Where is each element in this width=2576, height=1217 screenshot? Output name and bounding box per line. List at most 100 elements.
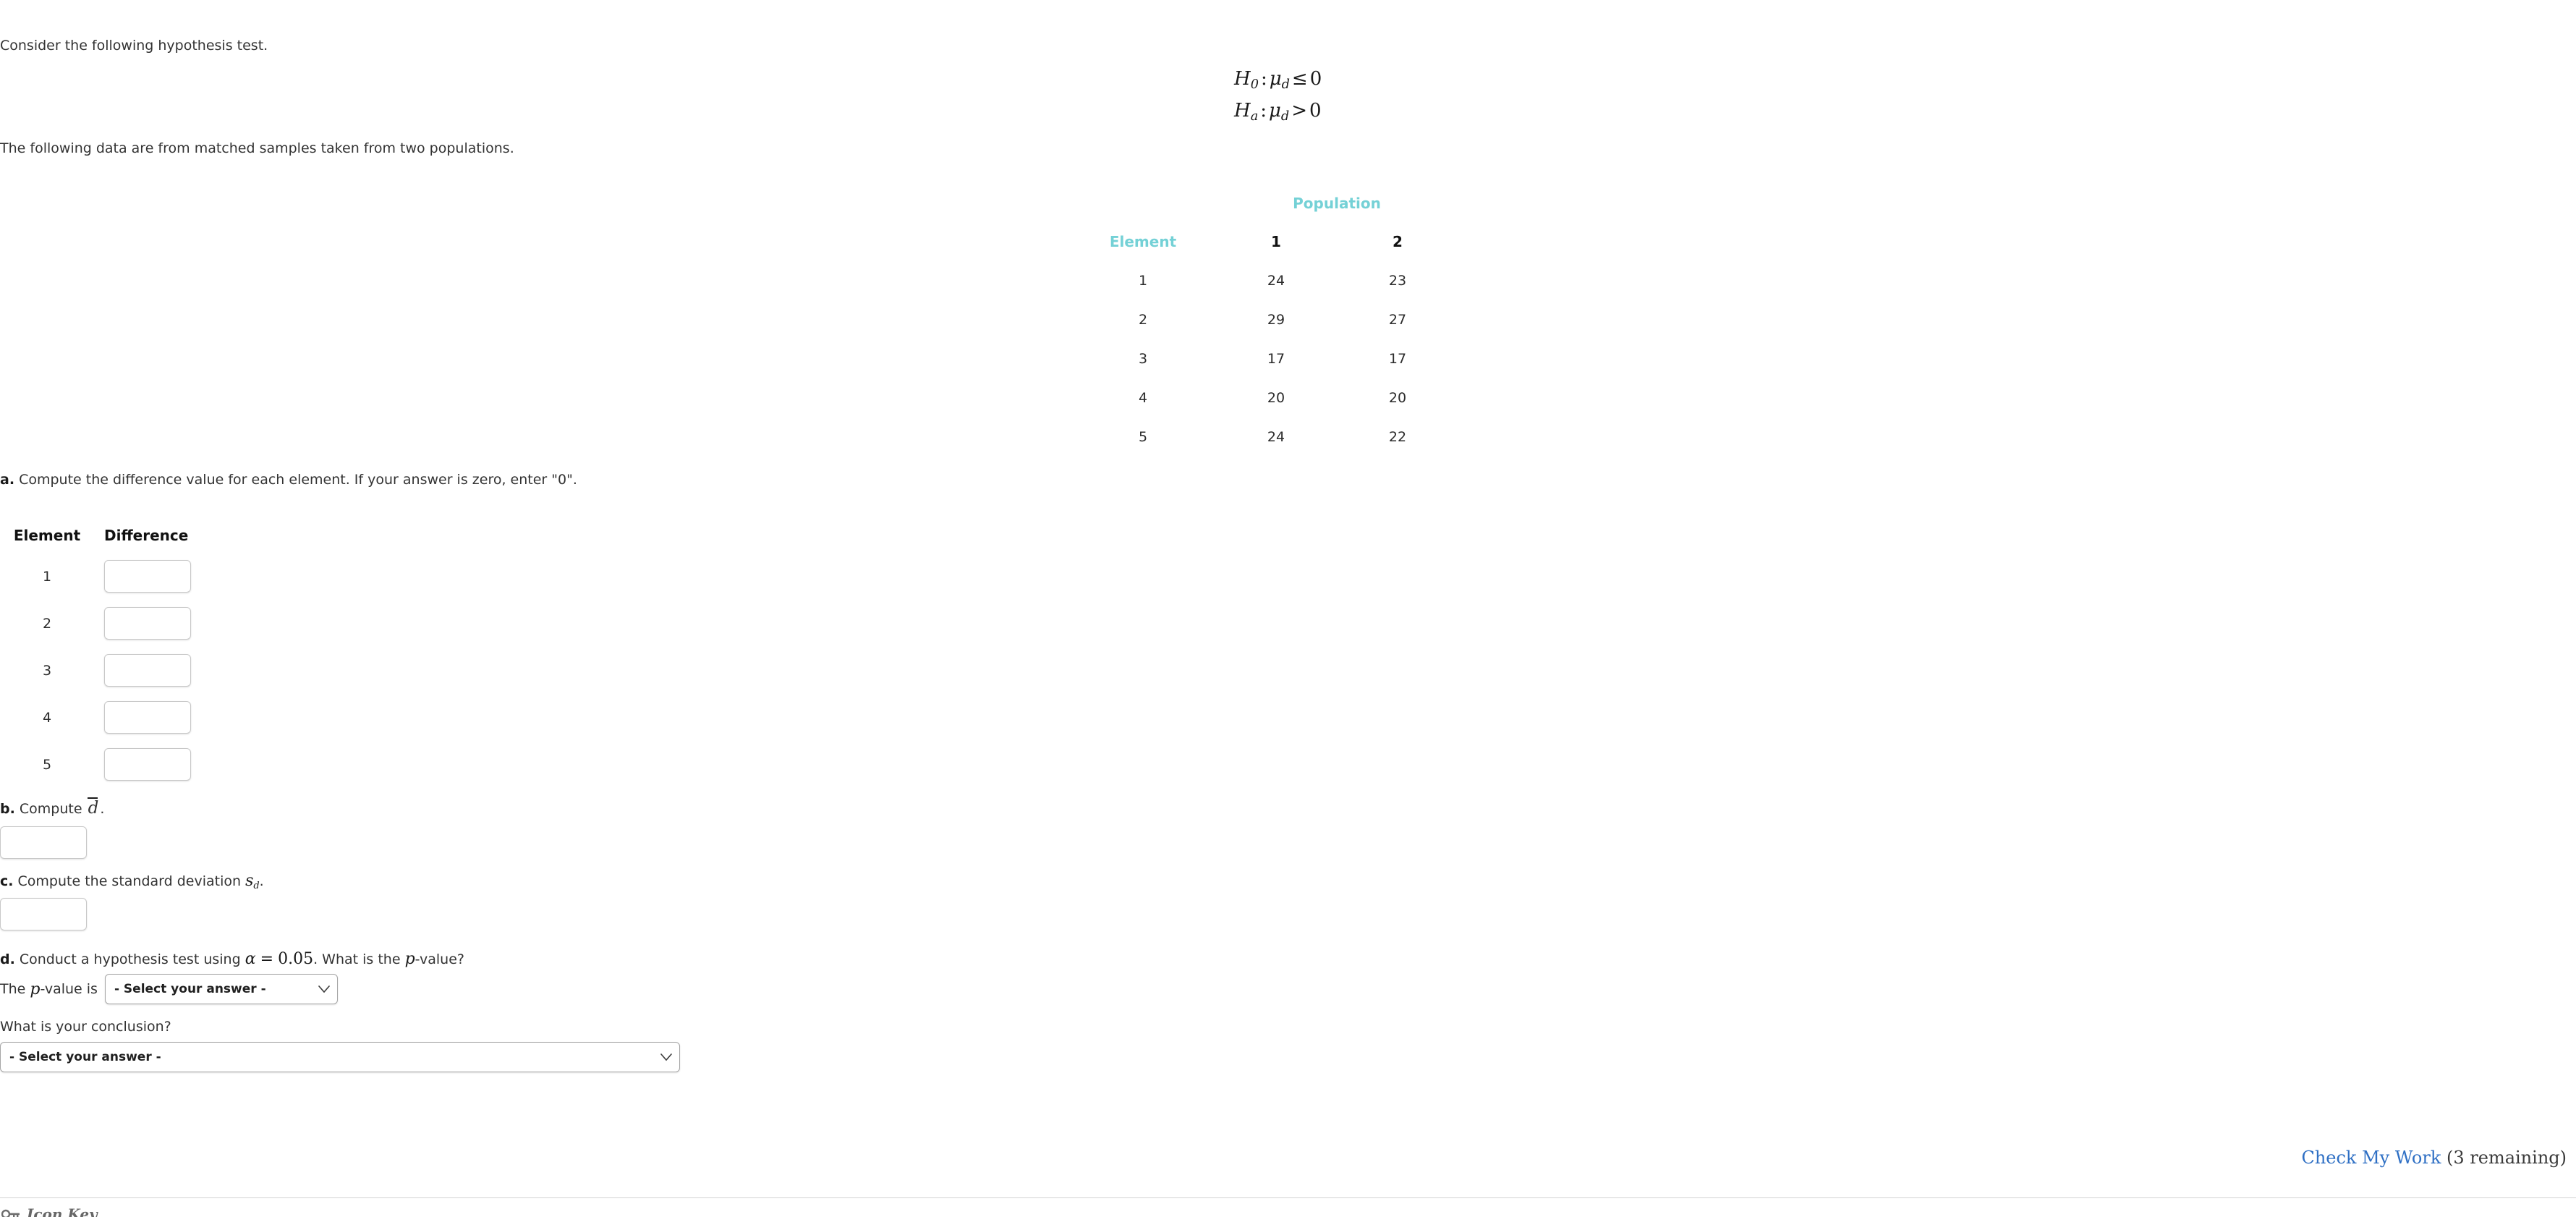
- part-c-text: Compute the standard deviation: [17, 873, 242, 889]
- p-value-select[interactable]: - Select your answer -: [104, 974, 338, 1004]
- part-b-label: b.: [0, 801, 15, 817]
- h-symbol-alt: H: [1234, 99, 1251, 122]
- element-column-header: Element: [1109, 233, 1177, 250]
- row-element: 3: [1138, 351, 1148, 367]
- h-symbol-null: H: [1234, 68, 1251, 90]
- icon-key-row[interactable]: Icon Key: [1, 1205, 98, 1217]
- row-pop2: 22: [1388, 429, 1407, 445]
- row-input-cell: [94, 647, 210, 694]
- colon-alt: :: [1260, 99, 1267, 122]
- mu-sub-null: d: [1281, 77, 1290, 92]
- row-element: 3: [42, 662, 52, 679]
- table-row: 5 24 22: [1071, 417, 1458, 457]
- key-icon: [1, 1208, 20, 1217]
- row-input-cell: [94, 741, 210, 788]
- row-pop2: 27: [1388, 312, 1407, 328]
- table-header-row: Element 1 2: [1071, 222, 1458, 261]
- row-pop1: 20: [1267, 390, 1285, 406]
- difference-input-2[interactable]: [104, 607, 191, 640]
- difference-input-5[interactable]: [104, 748, 191, 781]
- table-group-header-row: Population: [1071, 185, 1458, 222]
- part-b-input-wrap: [0, 826, 87, 859]
- operator-null: ≤: [1291, 68, 1308, 90]
- row-pop1: 29: [1267, 312, 1285, 328]
- p-value-suffix: -value is: [40, 981, 98, 997]
- row-element: 5: [1138, 429, 1148, 445]
- table-row: 4 20 20: [1071, 378, 1458, 417]
- row-element: 4: [42, 709, 52, 726]
- part-a-label: a.: [0, 472, 15, 488]
- row-pop2: 20: [1388, 390, 1407, 406]
- pop2-column-header: 2: [1393, 233, 1403, 250]
- difference-input-1[interactable]: [104, 560, 191, 593]
- value-alt: 0: [1309, 99, 1322, 122]
- part-d-text-end: -value?: [415, 951, 464, 967]
- standard-deviation-input[interactable]: [0, 898, 87, 930]
- table-row: 2 29 27: [1071, 300, 1458, 339]
- row-element: 2: [42, 615, 52, 632]
- difference-value-header: Difference: [104, 527, 189, 544]
- row-pop1: 24: [1267, 273, 1285, 289]
- s-subscript-d: d: [253, 880, 260, 891]
- difference-input-4[interactable]: [104, 701, 191, 734]
- difference-input-3[interactable]: [104, 654, 191, 687]
- check-my-work-row: Check My Work (3 remaining): [0, 1148, 2567, 1168]
- null-hypothesis: H0: μd ≤0: [1234, 64, 1322, 96]
- table-row: 4: [0, 694, 210, 741]
- mu-alt: μ: [1269, 99, 1281, 122]
- value-null: 0: [1309, 68, 1322, 90]
- part-c-input-wrap: [0, 898, 87, 930]
- hypothesis-math-block: H0: μd ≤0 Ha: μd >0: [1234, 64, 1322, 127]
- row-input-cell: [94, 694, 210, 741]
- row-element: 4: [1138, 390, 1148, 406]
- alpha-symbol: α: [245, 950, 256, 968]
- row-input-cell: [94, 600, 210, 647]
- row-element: 1: [42, 568, 52, 585]
- table-row: 5: [0, 741, 210, 788]
- alpha-equals: =: [260, 950, 274, 968]
- chevron-down-icon: [660, 1053, 672, 1061]
- part-b-text: Compute: [19, 801, 82, 817]
- colon-null: :: [1260, 68, 1267, 90]
- intro-line-1: Consider the following hypothesis test.: [0, 38, 268, 54]
- row-pop1: 24: [1267, 429, 1285, 445]
- part-b-prompt: b. Compute d.: [0, 797, 104, 818]
- table-row: 3 17 17: [1071, 339, 1458, 378]
- d-bar-symbol: d: [87, 797, 99, 818]
- part-d-text-after: . What is the: [313, 951, 401, 967]
- attempts-remaining: (3 remaining): [2447, 1148, 2567, 1168]
- difference-element-header: Element: [13, 527, 81, 544]
- icon-key-label: Icon Key: [27, 1205, 98, 1217]
- part-c-prompt: c. Compute the standard deviation sd.: [0, 872, 264, 891]
- p-value-select-label: - Select your answer -: [114, 982, 266, 996]
- conclusion-select-wrap: - Select your answer -: [0, 1042, 680, 1072]
- alt-hypothesis: Ha: μd >0: [1234, 96, 1322, 127]
- pop1-column-header: 1: [1271, 233, 1281, 250]
- part-d-prompt: d. Conduct a hypothesis test using α = 0…: [0, 950, 464, 968]
- difference-input-table: Element Difference 1 2 3: [0, 518, 210, 788]
- population-group-header: Population: [1293, 195, 1381, 212]
- d-bar-input[interactable]: [0, 826, 87, 859]
- conclusion-select-label: - Select your answer -: [9, 1050, 161, 1064]
- row-element: 2: [1138, 312, 1148, 328]
- operator-alt: >: [1291, 99, 1308, 122]
- intro-line-2: The following data are from matched samp…: [0, 140, 514, 156]
- p-italic-d: p: [404, 950, 415, 968]
- conclusion-select[interactable]: - Select your answer -: [0, 1042, 680, 1072]
- mu-null: μ: [1269, 68, 1282, 90]
- table-row: 2: [0, 600, 210, 647]
- check-my-work-link[interactable]: Check My Work: [2301, 1148, 2441, 1168]
- p-value-prefix: The: [0, 981, 26, 997]
- row-input-cell: [94, 553, 210, 600]
- part-a-text: Compute the difference value for each el…: [19, 472, 577, 488]
- s-symbol: s: [245, 872, 254, 890]
- part-d-label: d.: [0, 951, 15, 967]
- part-c-period: .: [259, 873, 264, 889]
- p-italic-inline: p: [30, 980, 41, 998]
- h-sub-alt: a: [1250, 109, 1259, 124]
- alpha-value: 0.05: [278, 950, 314, 968]
- footer-divider: [0, 1197, 2576, 1198]
- h-sub-null: 0: [1250, 77, 1259, 92]
- row-element: 1: [1138, 273, 1148, 289]
